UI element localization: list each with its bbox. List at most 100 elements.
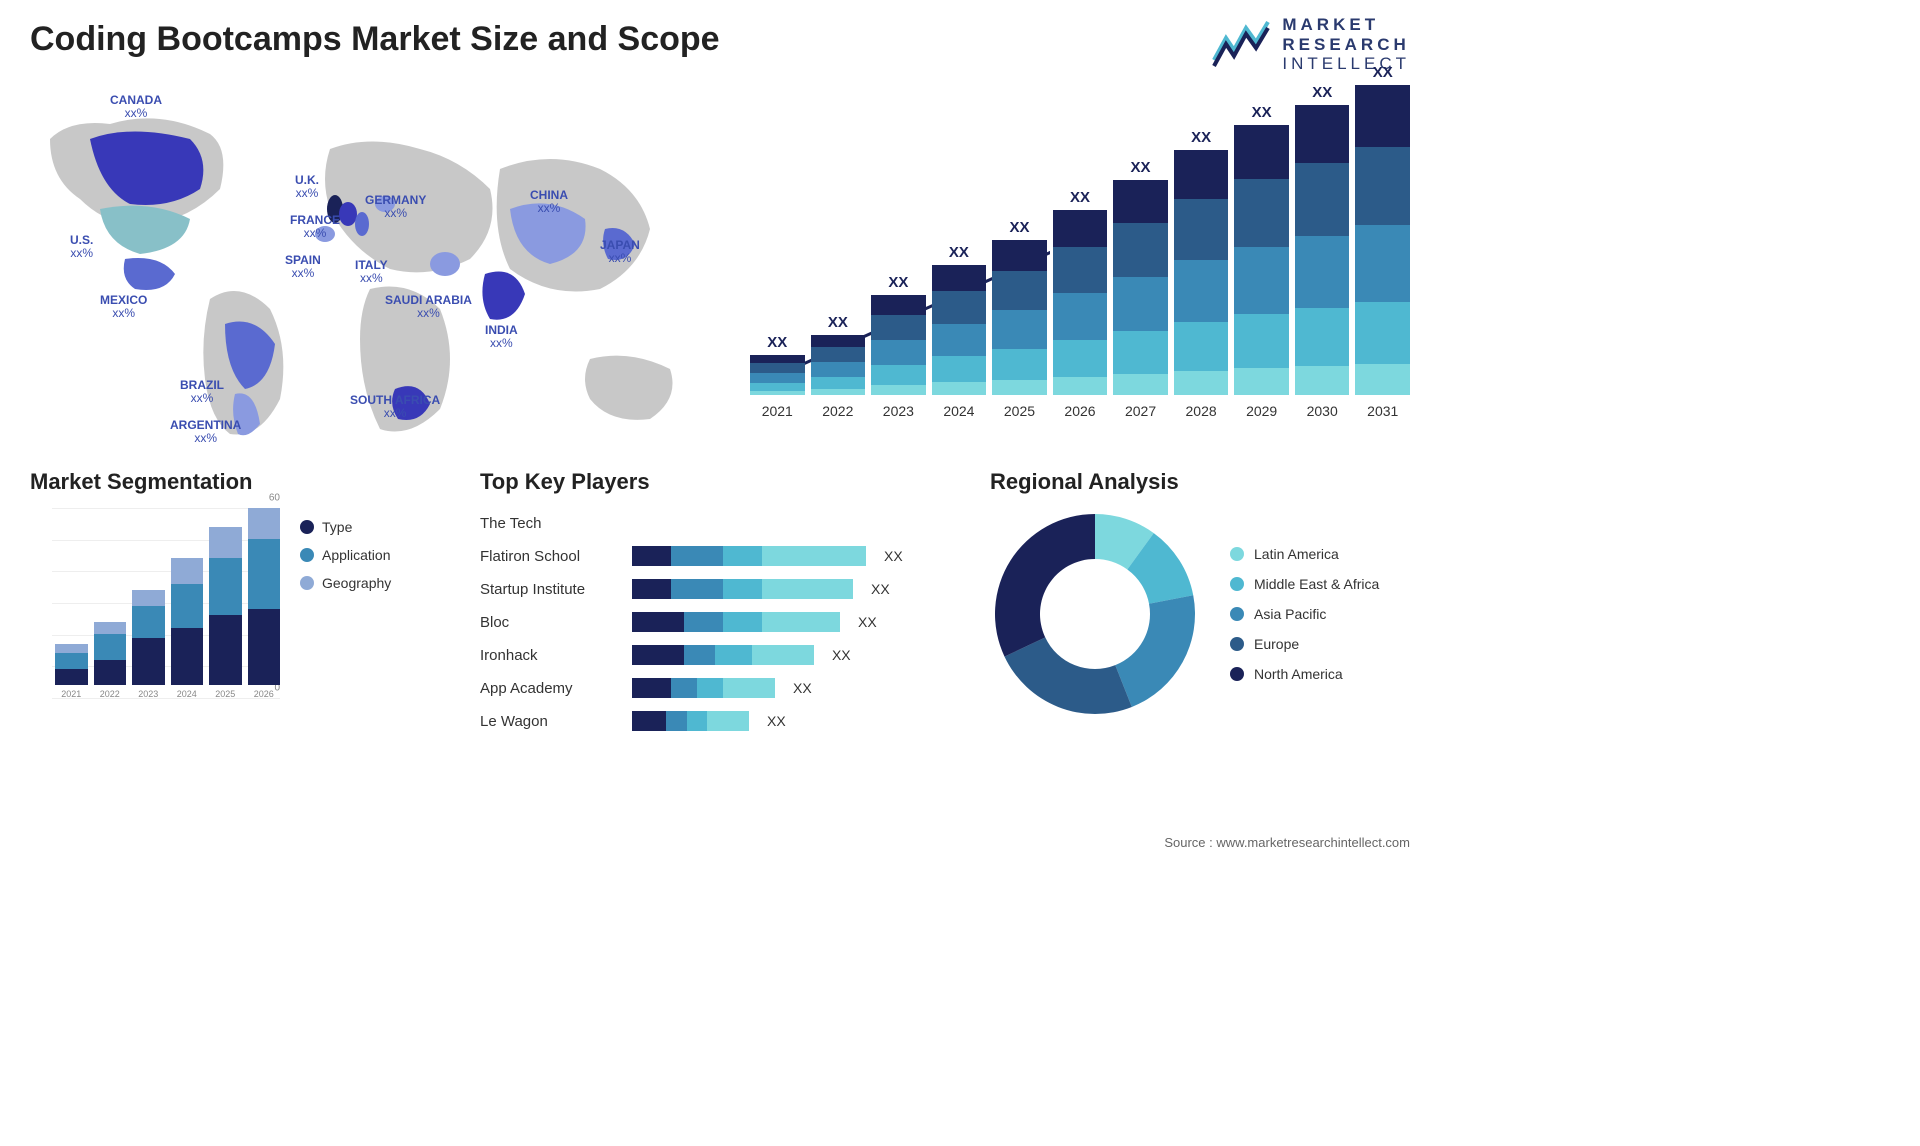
growth-year: 2024 xyxy=(943,403,974,419)
player-row: Le Wagon XX xyxy=(480,707,960,735)
player-bar xyxy=(632,711,749,731)
growth-year: 2023 xyxy=(883,403,914,419)
player-name: Startup Institute xyxy=(480,581,620,598)
player-value: XX xyxy=(871,581,890,597)
player-bar xyxy=(632,612,840,632)
legend-item: North America xyxy=(1230,666,1379,682)
player-row: App Academy XX xyxy=(480,674,960,702)
growth-bar xyxy=(871,295,926,395)
map-label: BRAZILxx% xyxy=(180,379,224,405)
growth-year: 2025 xyxy=(1004,403,1035,419)
regional-donut xyxy=(990,509,1200,719)
map-label: INDIAxx% xyxy=(485,324,518,350)
map-label: ITALYxx% xyxy=(355,259,388,285)
growth-value: XX xyxy=(1252,104,1272,121)
growth-bar xyxy=(750,355,805,395)
growth-year: 2021 xyxy=(762,403,793,419)
segmentation-chart: 0102030405060202120222023202420252026 xyxy=(30,509,280,719)
growth-value: XX xyxy=(949,244,969,261)
source-text: Source : www.marketresearchintellect.com xyxy=(1164,835,1410,850)
segmentation-legend: TypeApplicationGeography xyxy=(300,509,391,719)
player-value: XX xyxy=(793,680,812,696)
growth-year: 2028 xyxy=(1186,403,1217,419)
players-panel: Top Key Players The Tech Flatiron School X… xyxy=(480,469,960,735)
seg-column: 2026 xyxy=(248,508,281,699)
seg-column: 2022 xyxy=(94,622,127,699)
growth-year: 2030 xyxy=(1307,403,1338,419)
growth-value: XX xyxy=(1373,64,1393,81)
player-row: Startup Institute XX xyxy=(480,575,960,603)
growth-bar xyxy=(1053,210,1108,395)
players-title: Top Key Players xyxy=(480,469,960,495)
legend-item: Type xyxy=(300,519,391,535)
player-row: Flatiron School XX xyxy=(480,542,960,570)
segmentation-panel: Market Segmentation 01020304050602021202… xyxy=(30,469,450,735)
player-row: Bloc XX xyxy=(480,608,960,636)
player-bar xyxy=(632,579,853,599)
donut-slice xyxy=(1005,637,1132,714)
growth-bar xyxy=(932,265,987,395)
seg-column: 2023 xyxy=(132,590,165,699)
map-label: SAUDI ARABIAxx% xyxy=(385,294,472,320)
player-bar xyxy=(632,678,775,698)
world-map: CANADAxx% U.S.xx% MEXICOxx% BRAZILxx% ARGENT… xyxy=(30,79,710,449)
seg-column: 2024 xyxy=(171,558,204,699)
page-title: Coding Bootcamps Market Size and Scope xyxy=(30,20,1410,59)
map-label: FRANCExx% xyxy=(290,214,340,240)
growth-year: 2022 xyxy=(822,403,853,419)
map-label: U.S.xx% xyxy=(70,234,93,260)
donut-slice xyxy=(995,514,1095,657)
player-row: IronhackXX xyxy=(480,641,960,669)
player-name: Le Wagon xyxy=(480,713,620,730)
map-label: CANADAxx% xyxy=(110,94,162,120)
growth-bar xyxy=(1174,150,1229,395)
legend-item: Asia Pacific xyxy=(1230,606,1379,622)
player-row: The Tech xyxy=(480,509,960,537)
growth-column: XX 2025 xyxy=(992,219,1047,419)
growth-column: XX 2021 xyxy=(750,334,805,419)
map-label: JAPANxx% xyxy=(600,239,640,265)
growth-year: 2027 xyxy=(1125,403,1156,419)
growth-value: XX xyxy=(888,274,908,291)
legend-item: Application xyxy=(300,547,391,563)
legend-item: Europe xyxy=(1230,636,1379,652)
player-name: Bloc xyxy=(480,614,620,631)
map-label: ARGENTINAxx% xyxy=(170,419,241,445)
growth-column: XX 2030 xyxy=(1295,84,1350,419)
growth-value: XX xyxy=(767,334,787,351)
player-name: App Academy xyxy=(480,680,620,697)
growth-column: XX2028 xyxy=(1174,129,1229,419)
map-label: MEXICOxx% xyxy=(100,294,147,320)
legend-item: Middle East & Africa xyxy=(1230,576,1379,592)
growth-value: XX xyxy=(1312,84,1332,101)
map-label: GERMANYxx% xyxy=(365,194,426,220)
growth-bar xyxy=(992,240,1047,395)
growth-column: XX 2029 xyxy=(1234,104,1289,419)
regional-legend: Latin America Middle East & Africa Asia Pa… xyxy=(1230,546,1379,682)
player-value: XX xyxy=(767,713,786,729)
segmentation-title: Market Segmentation xyxy=(30,469,450,495)
growth-value: XX xyxy=(1009,219,1029,236)
map-label: SOUTH AFRICAxx% xyxy=(350,394,440,420)
growth-year: 2029 xyxy=(1246,403,1277,419)
player-value: XX xyxy=(884,548,903,564)
player-value: XX xyxy=(858,614,877,630)
map-label: SPAINxx% xyxy=(285,254,321,280)
growth-value: XX xyxy=(1070,189,1090,206)
legend-item: Latin America xyxy=(1230,546,1379,562)
growth-year: 2031 xyxy=(1367,403,1398,419)
players-list: The TechFlatiron SchoolXXStartup Institu… xyxy=(480,509,960,735)
growth-year: 2026 xyxy=(1064,403,1095,419)
map-label: U.K.xx% xyxy=(295,174,319,200)
player-name: Flatiron School xyxy=(480,548,620,565)
growth-column: XX 2027 xyxy=(1113,159,1168,419)
player-name: Ironhack xyxy=(480,647,620,664)
regional-panel: Regional Analysis Latin AmericaMiddle Ea… xyxy=(990,469,1410,735)
player-bar xyxy=(632,546,866,566)
growth-bar xyxy=(1234,125,1289,395)
growth-bar xyxy=(1113,180,1168,395)
growth-chart: XX2021XX2022XX2023XX2024XX2025XX2026XX20… xyxy=(750,79,1410,449)
growth-column: XX 2026 xyxy=(1053,189,1108,419)
growth-value: XX xyxy=(1131,159,1151,176)
player-name: The Tech xyxy=(480,515,620,532)
